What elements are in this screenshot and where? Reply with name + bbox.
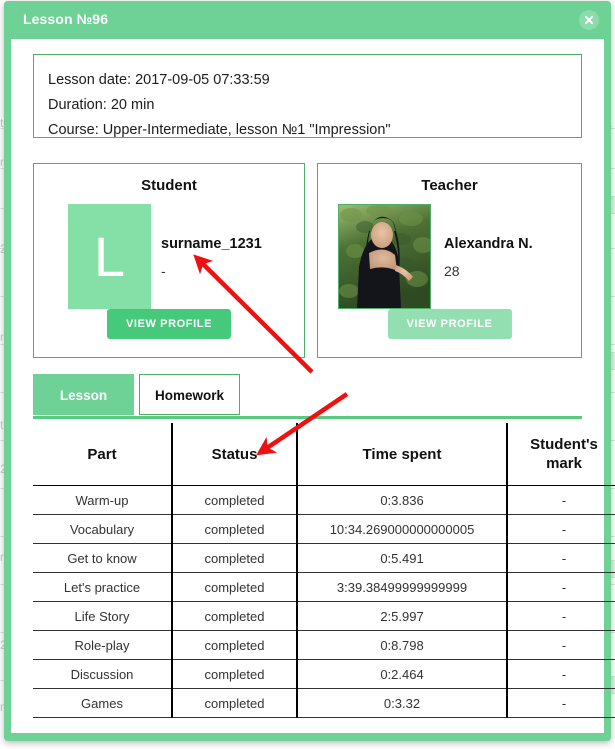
table-row: Warm-up completed 0:3.836- bbox=[33, 485, 615, 515]
column-header-status: Status bbox=[172, 423, 298, 486]
student-card-row: L surname_1231 - bbox=[34, 204, 304, 309]
cell-time: 0:2.464 bbox=[297, 659, 508, 689]
teacher-age: 28 bbox=[444, 263, 460, 279]
cell-part: Get to know bbox=[33, 543, 173, 573]
cell-status: completed bbox=[172, 572, 298, 602]
teacher-meta: Alexandra N. 28 bbox=[444, 236, 533, 279]
tab-homework[interactable]: Homework bbox=[139, 374, 240, 415]
table-body: Warm-up completed 0:3.836- Vocabulary comple… bbox=[33, 485, 615, 718]
cell-part: Vocabulary bbox=[33, 514, 173, 544]
table-row: Vocabulary completed 10:34.269000000000005… bbox=[33, 514, 615, 544]
cell-part: Let's practice bbox=[33, 572, 173, 602]
modal-header: Lesson №96 bbox=[4, 1, 611, 39]
student-card-title: Student bbox=[141, 177, 197, 194]
teacher-photo-image bbox=[339, 205, 430, 308]
cell-part: Role-play bbox=[33, 630, 173, 660]
modal-body: Lesson date: 2017-09-05 07:33:59 Duratio… bbox=[11, 39, 615, 733]
column-header-mark: Student's mark bbox=[507, 423, 615, 486]
lesson-info-box: Lesson date: 2017-09-05 07:33:59 Duratio… bbox=[33, 54, 582, 138]
cell-status: completed bbox=[172, 485, 298, 515]
student-name: surname_1231 bbox=[161, 236, 262, 252]
cell-time: 2:5.997 bbox=[297, 601, 508, 631]
cell-mark: - bbox=[507, 659, 615, 689]
tab-lesson[interactable]: Lesson bbox=[33, 374, 134, 415]
teacher-card: Teacher bbox=[317, 163, 582, 358]
student-meta: surname_1231 - bbox=[161, 236, 262, 279]
table-header-row: Part Status Time spent Student's mark bbox=[33, 423, 615, 486]
student-avatar: L bbox=[68, 204, 151, 309]
cell-mark: - bbox=[507, 514, 615, 544]
cell-time: 10:34.269000000000005 bbox=[297, 514, 508, 544]
teacher-avatar-photo bbox=[338, 204, 431, 309]
cell-time: 0:3.32 bbox=[297, 688, 508, 718]
teacher-card-title: Teacher bbox=[421, 177, 478, 194]
cell-part: Life Story bbox=[33, 601, 173, 631]
cell-status: completed bbox=[172, 688, 298, 718]
table-row: Games completed 0:3.32- bbox=[33, 688, 615, 718]
student-view-profile-button[interactable]: VIEW PROFILE bbox=[106, 309, 232, 339]
table-row: Let's practice completed 3:39.384999999999… bbox=[33, 572, 615, 602]
course-line: Course: Upper-Intermediate, lesson №1 "I… bbox=[48, 122, 391, 138]
cell-status: completed bbox=[172, 630, 298, 660]
cell-time: 0:3.836 bbox=[297, 485, 508, 515]
content-tabs: Lesson Homework bbox=[33, 374, 582, 417]
table-row: Role-play completed 0:8.798- bbox=[33, 630, 615, 660]
cell-part: Games bbox=[33, 688, 173, 718]
table-row: Discussion completed 0:2.464- bbox=[33, 659, 615, 689]
cell-status: completed bbox=[172, 514, 298, 544]
duration-line: Duration: 20 min bbox=[48, 97, 155, 113]
student-sub: - bbox=[161, 263, 166, 279]
table-row: Life Story completed 2:5.997- bbox=[33, 601, 615, 631]
cell-mark: - bbox=[507, 572, 615, 602]
modal-title: Lesson №96 bbox=[23, 11, 109, 27]
cell-part: Warm-up bbox=[33, 485, 173, 515]
teacher-name: Alexandra N. bbox=[444, 236, 533, 252]
cell-mark: - bbox=[507, 630, 615, 660]
student-card: Student L surname_1231 - VIEW PROFILE bbox=[33, 163, 305, 358]
teacher-view-profile-button[interactable]: VIEW PROFILE bbox=[387, 309, 512, 339]
cell-mark: - bbox=[507, 601, 615, 631]
lesson-parts-table: Part Status Time spent Student's mark Wa… bbox=[33, 423, 615, 718]
cell-mark: - bbox=[507, 688, 615, 718]
table-row: Get to know completed 0:5.491- bbox=[33, 543, 615, 573]
column-header-time: Time spent bbox=[297, 423, 508, 486]
cell-mark: - bbox=[507, 485, 615, 515]
tab-underline bbox=[33, 416, 582, 419]
teacher-card-row: Alexandra N. 28 bbox=[318, 204, 581, 309]
close-icon[interactable] bbox=[579, 10, 599, 30]
cell-status: completed bbox=[172, 601, 298, 631]
cell-time: 0:8.798 bbox=[297, 630, 508, 660]
cell-status: completed bbox=[172, 543, 298, 573]
cell-part: Discussion bbox=[33, 659, 173, 689]
cell-time: 0:5.491 bbox=[297, 543, 508, 573]
cell-status: completed bbox=[172, 659, 298, 689]
cell-mark: - bbox=[507, 543, 615, 573]
cell-time: 3:39.38499999999999 bbox=[297, 572, 508, 602]
lesson-date-line: Lesson date: 2017-09-05 07:33:59 bbox=[48, 72, 270, 88]
lesson-details-modal: Lesson №96 Lesson date: 2017-09-05 07:33… bbox=[4, 1, 615, 741]
column-header-part: Part bbox=[33, 423, 173, 486]
